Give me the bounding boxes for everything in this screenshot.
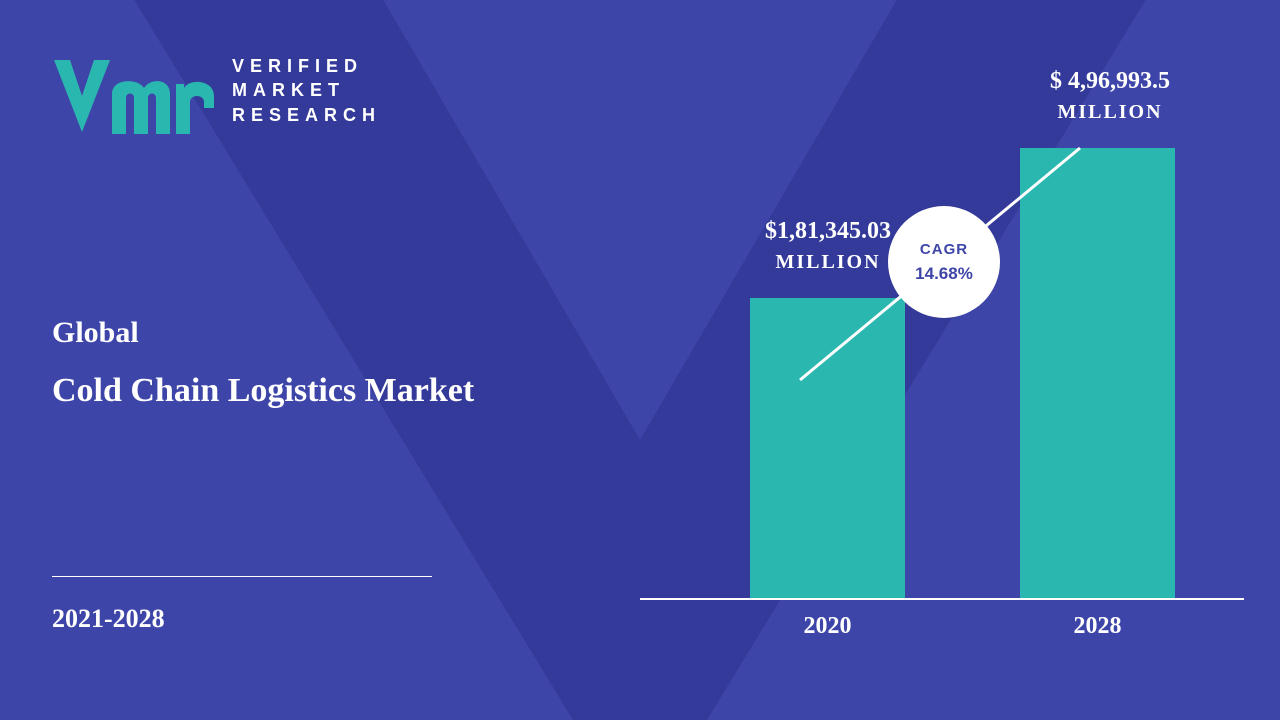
title-main: Cold Chain Logistics Market	[52, 372, 474, 410]
bar-2028-label: $ 4,96,993.5 MILLION	[1000, 68, 1220, 124]
logo-line2: MARKET	[232, 78, 381, 102]
cagr-badge: CAGR 14.68%	[888, 206, 1000, 318]
bar-2028-value: $ 4,96,993.5	[1000, 68, 1220, 95]
title-block: Global Cold Chain Logistics Market	[52, 316, 474, 410]
vmr-logo-mark	[54, 54, 214, 144]
bar-2028-unit: MILLION	[1000, 101, 1220, 124]
x-axis	[640, 598, 1244, 600]
infographic-canvas: VERIFIED MARKET RESEARCH Global Cold Cha…	[0, 0, 1280, 720]
logo-text: VERIFIED MARKET RESEARCH	[232, 54, 381, 127]
forecast-period: 2021-2028	[52, 604, 165, 634]
logo-line1: VERIFIED	[232, 54, 381, 78]
cagr-value: 14.68%	[915, 264, 973, 284]
title-prefix: Global	[52, 316, 474, 350]
logo: VERIFIED MARKET RESEARCH	[54, 54, 381, 144]
bar-chart: $1,81,345.03 MILLION 2020 $ 4,96,993.5 M…	[640, 60, 1260, 640]
divider	[52, 576, 432, 577]
logo-line3: RESEARCH	[232, 103, 381, 127]
bar-2028	[1020, 148, 1175, 598]
bar-2028-year: 2028	[1020, 613, 1175, 640]
bar-2020-year: 2020	[750, 613, 905, 640]
cagr-label: CAGR	[920, 241, 968, 258]
bar-2020	[750, 298, 905, 598]
